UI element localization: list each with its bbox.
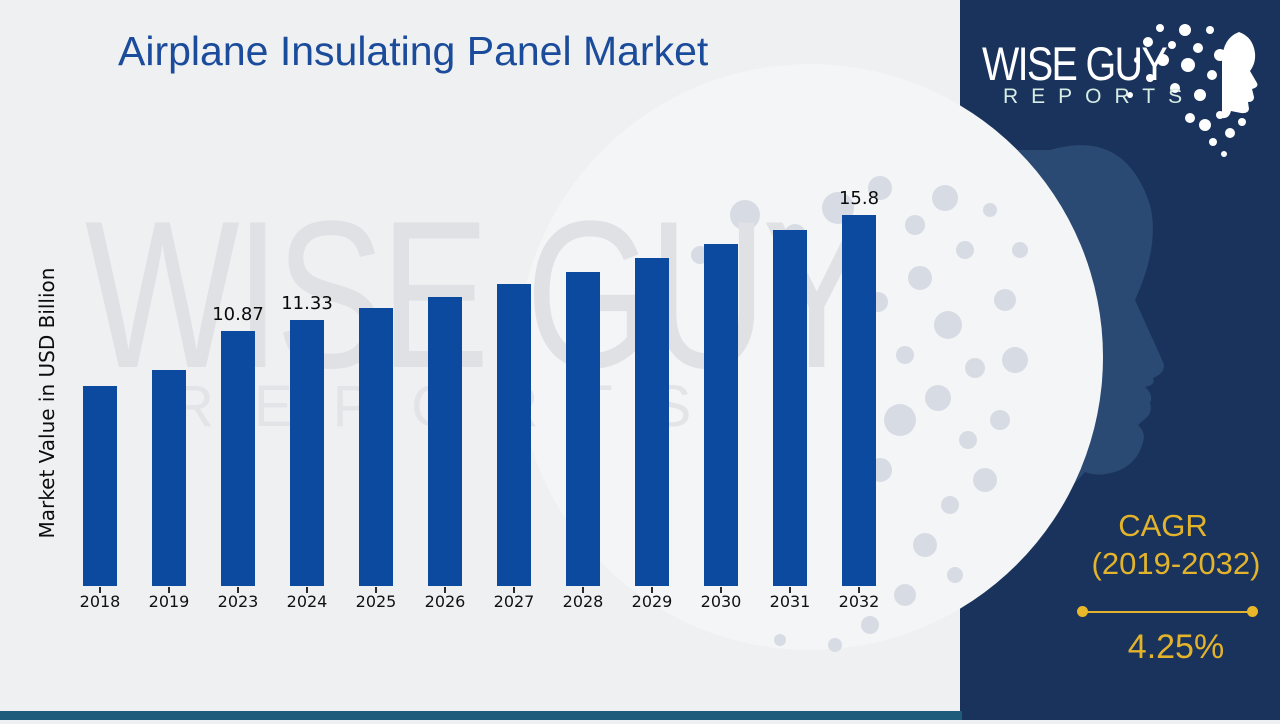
x-axis-tick xyxy=(582,587,584,593)
x-tick-label-2030: 2030 xyxy=(700,592,742,611)
x-tick-label-2018: 2018 xyxy=(79,592,121,611)
x-tick-label-2027: 2027 xyxy=(493,592,535,611)
bar-2025 xyxy=(359,308,393,586)
bar-2029 xyxy=(635,258,669,586)
bar-value-label-2024: 11.33 xyxy=(281,293,333,314)
y-axis-label: Market Value in USD Billion xyxy=(35,267,59,539)
chart-title: Airplane Insulating Panel Market xyxy=(118,28,709,74)
bar-2018 xyxy=(83,386,117,586)
x-tick-label-2023: 2023 xyxy=(217,592,259,611)
x-tick-label-2031: 2031 xyxy=(769,592,811,611)
x-axis-tick xyxy=(720,587,722,593)
bar-2026 xyxy=(428,297,462,586)
x-axis-tick xyxy=(237,587,239,593)
x-axis-tick xyxy=(858,587,860,593)
bar-2032 xyxy=(842,215,876,586)
x-axis-tick xyxy=(444,587,446,593)
x-axis-tick xyxy=(651,587,653,593)
x-tick-label-2024: 2024 xyxy=(286,592,328,611)
bar-2027 xyxy=(497,284,531,586)
bar-2028 xyxy=(566,272,600,586)
bar-2031 xyxy=(773,230,807,586)
x-tick-label-2019: 2019 xyxy=(148,592,190,611)
x-tick-label-2025: 2025 xyxy=(355,592,397,611)
bar-2023 xyxy=(221,331,255,586)
x-axis-tick xyxy=(306,587,308,593)
x-tick-label-2028: 2028 xyxy=(562,592,604,611)
bar-value-label-2023: 10.87 xyxy=(212,304,264,325)
x-axis-tick xyxy=(99,587,101,593)
bar-2024 xyxy=(290,320,324,586)
bar-2030 xyxy=(704,244,738,586)
x-axis-tick xyxy=(168,587,170,593)
logo-face-icon xyxy=(1127,24,1258,157)
x-axis-tick xyxy=(513,587,515,593)
x-tick-label-2032: 2032 xyxy=(838,592,880,611)
bar-value-label-2032: 15.8 xyxy=(838,188,880,209)
x-tick-label-2029: 2029 xyxy=(631,592,673,611)
x-tick-label-2026: 2026 xyxy=(424,592,466,611)
bar-2019 xyxy=(152,370,186,586)
x-axis-tick xyxy=(789,587,791,593)
x-axis-tick xyxy=(375,587,377,593)
